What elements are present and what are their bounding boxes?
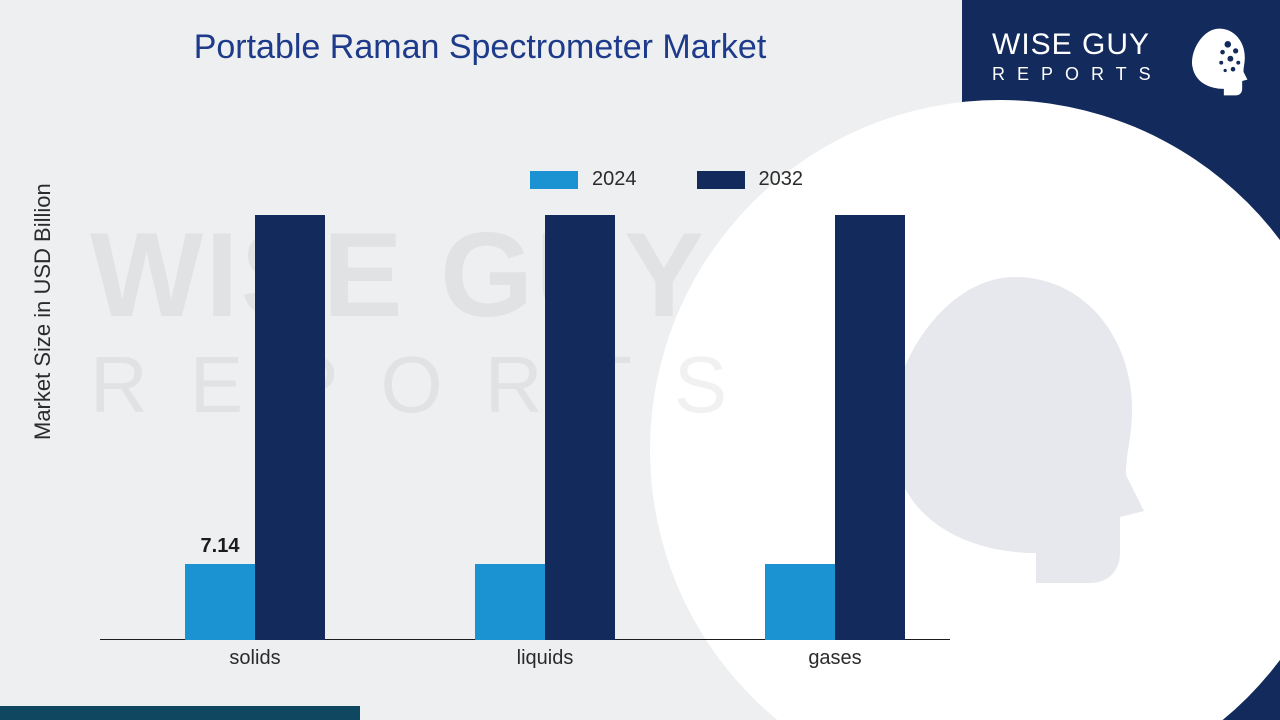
bar-2032 bbox=[835, 215, 905, 640]
y-axis-label: Market Size in USD Billion bbox=[30, 183, 56, 440]
bar-2024 bbox=[765, 564, 835, 640]
chart-title: Portable Raman Spectrometer Market bbox=[80, 28, 880, 67]
bar-2024 bbox=[475, 564, 545, 640]
x-axis-label: gases bbox=[808, 647, 861, 670]
legend-swatch-2032 bbox=[697, 171, 745, 189]
bar-2024 bbox=[185, 564, 255, 640]
legend-label-2032: 2032 bbox=[759, 168, 804, 191]
legend: 2024 2032 bbox=[530, 168, 803, 191]
legend-item-2032: 2032 bbox=[697, 168, 804, 191]
plot-area: solidsliquidsgases 7.14 bbox=[100, 215, 950, 640]
x-axis-label: liquids bbox=[517, 647, 574, 670]
bar-2032 bbox=[545, 215, 615, 640]
bar-group bbox=[185, 215, 325, 640]
legend-item-2024: 2024 bbox=[530, 168, 637, 191]
brand-logo: WISE GUY REPORTS bbox=[992, 28, 1252, 85]
value-label: 7.14 bbox=[201, 535, 240, 558]
x-axis-label: solids bbox=[229, 647, 280, 670]
legend-label-2024: 2024 bbox=[592, 168, 637, 191]
bottom-bar bbox=[0, 706, 360, 720]
legend-swatch-2024 bbox=[530, 171, 578, 189]
bar-group bbox=[765, 215, 905, 640]
bar-group bbox=[475, 215, 615, 640]
brand-head-icon bbox=[1180, 26, 1252, 98]
bar-2032 bbox=[255, 215, 325, 640]
